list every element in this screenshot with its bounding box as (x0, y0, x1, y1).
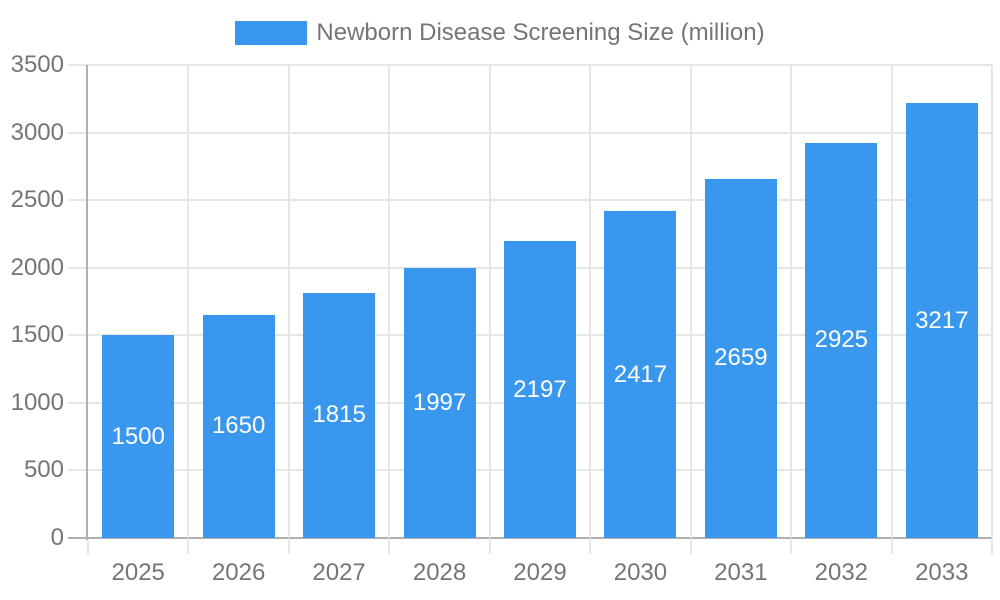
x-axis-label: 2026 (211, 559, 266, 586)
x-axis-tick (187, 540, 190, 554)
category-gridline (790, 65, 793, 538)
x-axis-tick (890, 540, 893, 554)
category-gridline (689, 65, 692, 538)
bar[interactable]: 1650 (202, 315, 275, 538)
x-axis-tick (388, 540, 391, 554)
bar-value-label: 2659 (714, 344, 768, 372)
x-axis-label: 2027 (312, 559, 366, 586)
x-axis-tick (790, 540, 793, 554)
bar[interactable]: 2659 (704, 178, 777, 538)
category-gridline (488, 65, 491, 538)
y-axis-line (86, 65, 88, 540)
bar-value-label: 2417 (613, 360, 668, 388)
x-axis-tick (87, 540, 89, 554)
x-axis-tick (689, 540, 692, 554)
x-axis-tick (287, 540, 290, 554)
x-axis-baseline (68, 537, 992, 539)
x-axis-tick (589, 540, 592, 554)
y-axis-label: 3000 (10, 118, 64, 146)
x-axis-label: 2025 (111, 559, 165, 586)
y-gridline (68, 64, 992, 66)
x-axis-label: 2028 (412, 559, 467, 586)
bar[interactable]: 2925 (805, 142, 878, 538)
bar-value-label: 1500 (111, 422, 165, 450)
y-axis-label: 1500 (10, 321, 64, 349)
bar-value-label: 1997 (412, 389, 467, 417)
y-gridline (68, 199, 992, 202)
bar-value-label: 3217 (915, 306, 969, 334)
x-axis-label: 2029 (513, 559, 567, 586)
y-gridline (68, 131, 992, 134)
x-axis-label: 2033 (915, 559, 969, 586)
x-axis-tick (991, 540, 993, 554)
legend: Newborn Disease Screening Size (million) (0, 19, 1000, 47)
category-gridline (287, 65, 290, 538)
bar[interactable]: 1500 (102, 335, 175, 538)
bar-value-label: 1815 (312, 401, 366, 429)
y-axis-label: 0 (50, 524, 64, 551)
bar-value-label: 1650 (211, 412, 266, 440)
legend-swatch (235, 21, 308, 45)
category-gridline (589, 65, 592, 538)
category-gridline (388, 65, 391, 538)
x-axis-label: 2032 (814, 559, 869, 586)
bar[interactable]: 2197 (504, 241, 576, 538)
category-gridline (890, 65, 893, 538)
y-axis-label: 3500 (10, 51, 64, 78)
x-axis-label: 2031 (714, 559, 768, 586)
x-axis-label: 2030 (613, 559, 668, 586)
bar[interactable]: 3217 (905, 103, 978, 538)
category-gridline (991, 65, 993, 538)
bar-value-label: 2197 (513, 375, 567, 403)
bar[interactable]: 2417 (604, 211, 677, 538)
legend-label: Newborn Disease Screening Size (million) (316, 19, 765, 46)
category-gridline (187, 65, 190, 538)
bar-value-label: 2925 (814, 326, 869, 354)
bar[interactable]: 1815 (303, 292, 376, 538)
y-axis-label: 2500 (10, 186, 64, 214)
y-axis-label: 500 (23, 456, 64, 484)
y-axis-label: 2000 (10, 253, 64, 281)
x-axis-tick (488, 540, 491, 554)
bar[interactable]: 1997 (403, 268, 476, 538)
y-axis-label: 1000 (10, 388, 64, 416)
